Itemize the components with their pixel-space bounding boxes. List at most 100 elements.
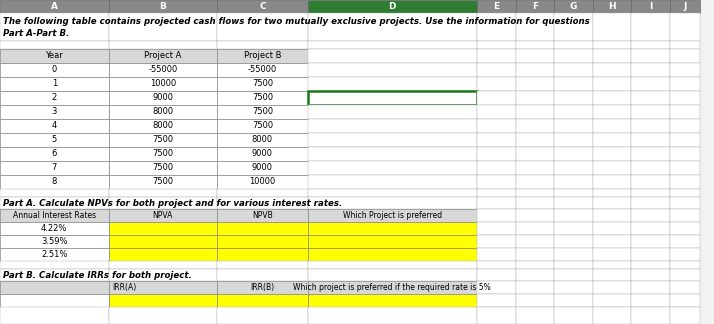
Text: 7500: 7500 (252, 94, 273, 102)
Bar (554, 235, 593, 248)
Bar (109, 133, 217, 147)
Text: The following table contains projected cash flows for two mutually exclusive pro: The following table contains projected c… (3, 17, 590, 26)
Bar (670, 281, 700, 294)
Bar (670, 222, 700, 235)
Text: C: C (259, 2, 266, 11)
Bar (217, 147, 308, 161)
Bar (477, 235, 516, 248)
Text: 8: 8 (51, 178, 57, 187)
Bar (631, 91, 670, 105)
Text: 7500: 7500 (152, 164, 174, 172)
Bar (477, 209, 516, 222)
Bar (477, 105, 516, 119)
Bar (554, 133, 593, 147)
Bar (554, 269, 593, 281)
Bar (593, 105, 631, 119)
Bar (670, 91, 700, 105)
Bar (631, 147, 670, 161)
Bar (217, 222, 308, 235)
Bar (516, 175, 554, 189)
Bar (217, 209, 308, 222)
Bar (0, 41, 109, 49)
Bar (477, 189, 516, 197)
Bar (308, 161, 477, 175)
Bar (0, 161, 109, 175)
Bar (593, 261, 631, 269)
Text: A: A (51, 2, 58, 11)
Bar (593, 49, 631, 63)
Bar (109, 119, 217, 133)
Bar (631, 269, 670, 281)
Bar (631, 294, 670, 307)
Bar (670, 147, 700, 161)
Bar (516, 294, 554, 307)
Bar (109, 63, 217, 77)
Bar (516, 13, 554, 41)
Bar (593, 77, 631, 91)
Text: IRR(B): IRR(B) (251, 283, 274, 292)
Bar (308, 41, 477, 49)
Bar (109, 105, 217, 119)
Bar (0, 307, 109, 324)
Bar (217, 235, 308, 248)
Bar (0, 91, 109, 105)
Bar (308, 248, 477, 261)
Text: Annual Interest Rates: Annual Interest Rates (13, 211, 96, 220)
Bar (593, 197, 631, 209)
Bar (109, 0, 217, 13)
Bar (516, 41, 554, 49)
Bar (217, 269, 308, 281)
Bar (670, 175, 700, 189)
Bar (0, 261, 109, 269)
Bar (593, 119, 631, 133)
Text: 3: 3 (51, 108, 57, 117)
Bar (670, 209, 700, 222)
Bar (554, 294, 593, 307)
Bar (308, 105, 477, 119)
Text: 2: 2 (51, 94, 57, 102)
Bar (109, 281, 217, 294)
Bar (477, 161, 516, 175)
Bar (0, 63, 109, 77)
Bar (554, 261, 593, 269)
Bar (109, 175, 217, 189)
Text: 9000: 9000 (252, 149, 273, 158)
Bar (670, 248, 700, 261)
Bar (217, 91, 308, 105)
Text: 1: 1 (51, 79, 57, 88)
Bar (631, 222, 670, 235)
Bar (593, 307, 631, 324)
Bar (308, 13, 477, 41)
Bar (593, 269, 631, 281)
Bar (631, 281, 670, 294)
Bar (217, 49, 308, 63)
Text: 2.51%: 2.51% (41, 250, 67, 259)
Bar (554, 189, 593, 197)
Bar (593, 147, 631, 161)
Bar (109, 77, 217, 91)
Bar (516, 235, 554, 248)
Bar (554, 41, 593, 49)
Bar (0, 269, 109, 281)
Bar (477, 269, 516, 281)
Bar (670, 261, 700, 269)
Bar (217, 119, 308, 133)
Bar (217, 248, 308, 261)
Text: NPVB: NPVB (252, 211, 273, 220)
Bar (516, 147, 554, 161)
Bar (109, 261, 217, 269)
Bar (308, 49, 477, 63)
Bar (477, 281, 516, 294)
Bar (554, 161, 593, 175)
Bar (477, 197, 516, 209)
Bar (631, 235, 670, 248)
Bar (516, 209, 554, 222)
Bar (0, 197, 109, 209)
Bar (308, 189, 477, 197)
Bar (308, 119, 477, 133)
Bar (516, 133, 554, 147)
Text: 6: 6 (51, 149, 57, 158)
Bar (631, 261, 670, 269)
Bar (0, 133, 109, 147)
Bar (554, 13, 593, 41)
